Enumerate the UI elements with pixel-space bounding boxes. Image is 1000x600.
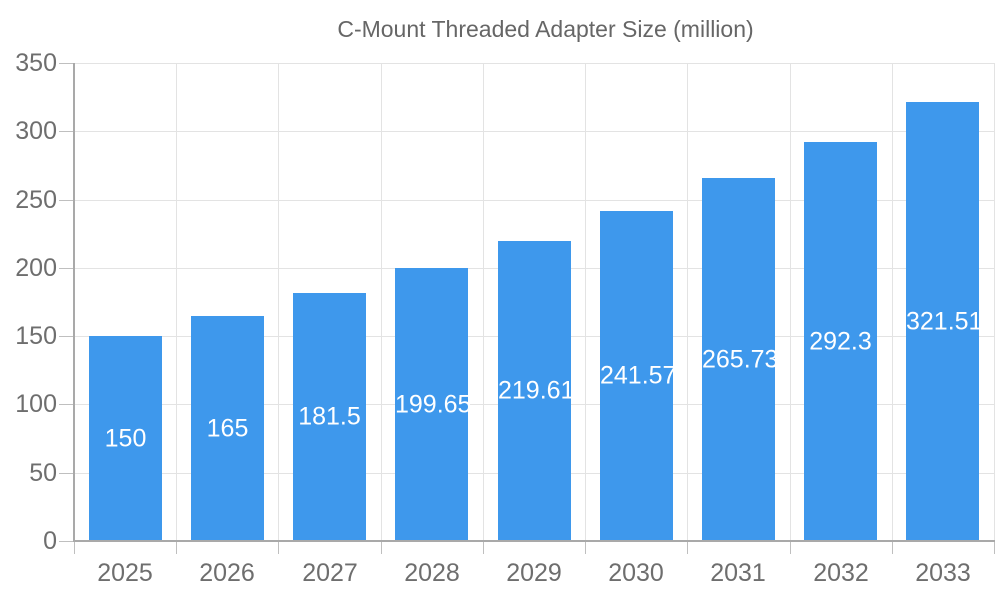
bar-2033[interactable]: 321.51 [906, 102, 983, 541]
x-gridline [278, 63, 279, 541]
y-tick-mark [59, 200, 74, 201]
legend-swatch-icon [246, 19, 327, 40]
x-tick-mark [585, 541, 586, 554]
y-gridline [74, 63, 994, 64]
x-tick-label: 2030 [608, 559, 664, 587]
x-gridline [176, 63, 177, 541]
x-tick-mark [74, 541, 75, 554]
y-tick-mark [59, 268, 74, 269]
y-tick-mark [59, 131, 74, 132]
y-tick-label: 0 [43, 527, 57, 555]
bar-2028[interactable]: 199.65 [395, 268, 472, 541]
x-tick-mark [483, 541, 484, 554]
bar-value-label: 241.57 [600, 361, 677, 390]
y-axis-line [73, 63, 75, 541]
bar-value-label: 321.51 [906, 307, 983, 335]
x-tick-label: 2029 [506, 559, 562, 587]
bar-2025[interactable]: 150 [89, 336, 162, 541]
bar-value-label: 219.61 [498, 376, 575, 405]
y-gridline [74, 131, 994, 132]
bar-2032[interactable]: 292.3 [804, 142, 877, 541]
x-tick-label: 2026 [199, 559, 255, 587]
x-tick-mark [278, 541, 279, 554]
y-tick-label: 150 [15, 322, 57, 350]
bar-2029[interactable]: 219.61 [498, 241, 575, 541]
bar-2027[interactable]: 181.5 [293, 293, 366, 541]
bar-value-label: 265.73 [702, 345, 779, 373]
x-tick-label: 2031 [710, 559, 766, 587]
bar-value-label: 150 [104, 424, 147, 452]
y-tick-mark [59, 473, 74, 474]
x-tick-mark [381, 541, 382, 554]
x-tick-mark [790, 541, 791, 554]
legend[interactable]: C-Mount Threaded Adapter Size (million) [0, 16, 1000, 42]
y-gridline [74, 200, 994, 201]
y-tick-mark [59, 404, 74, 405]
x-tick-label: 2027 [302, 559, 358, 587]
x-gridline [994, 63, 995, 541]
x-tick-mark [994, 541, 995, 554]
y-tick-label: 250 [15, 186, 57, 214]
y-tick-label: 100 [15, 390, 57, 418]
y-tick-mark [59, 541, 74, 542]
x-tick-mark [892, 541, 893, 554]
x-tick-label: 2033 [915, 559, 971, 587]
x-gridline [892, 63, 893, 541]
x-tick-label: 2028 [404, 559, 460, 587]
x-tick-label: 2032 [813, 559, 869, 587]
y-tick-label: 300 [15, 117, 57, 145]
y-tick-label: 350 [15, 49, 57, 77]
bar-2031[interactable]: 265.73 [702, 178, 779, 541]
x-gridline [381, 63, 382, 541]
bar-2026[interactable]: 165 [191, 316, 264, 541]
y-tick-label: 50 [29, 459, 57, 487]
x-gridline [790, 63, 791, 541]
bar-value-label: 199.65 [395, 390, 472, 418]
legend-label: C-Mount Threaded Adapter Size (million) [337, 16, 754, 42]
x-gridline [687, 63, 688, 541]
x-tick-label: 2025 [97, 559, 153, 587]
x-tick-mark [176, 541, 177, 554]
x-axis-line [73, 540, 995, 542]
bar-value-label: 165 [206, 414, 249, 442]
y-tick-mark [59, 63, 74, 64]
bar-value-label: 181.5 [298, 402, 361, 431]
x-tick-mark [687, 541, 688, 554]
x-gridline [483, 63, 484, 541]
bar-2030[interactable]: 241.57 [600, 211, 677, 541]
bar-value-label: 292.3 [809, 327, 872, 355]
y-tick-label: 200 [15, 254, 57, 282]
y-tick-mark [59, 336, 74, 337]
x-gridline [585, 63, 586, 541]
